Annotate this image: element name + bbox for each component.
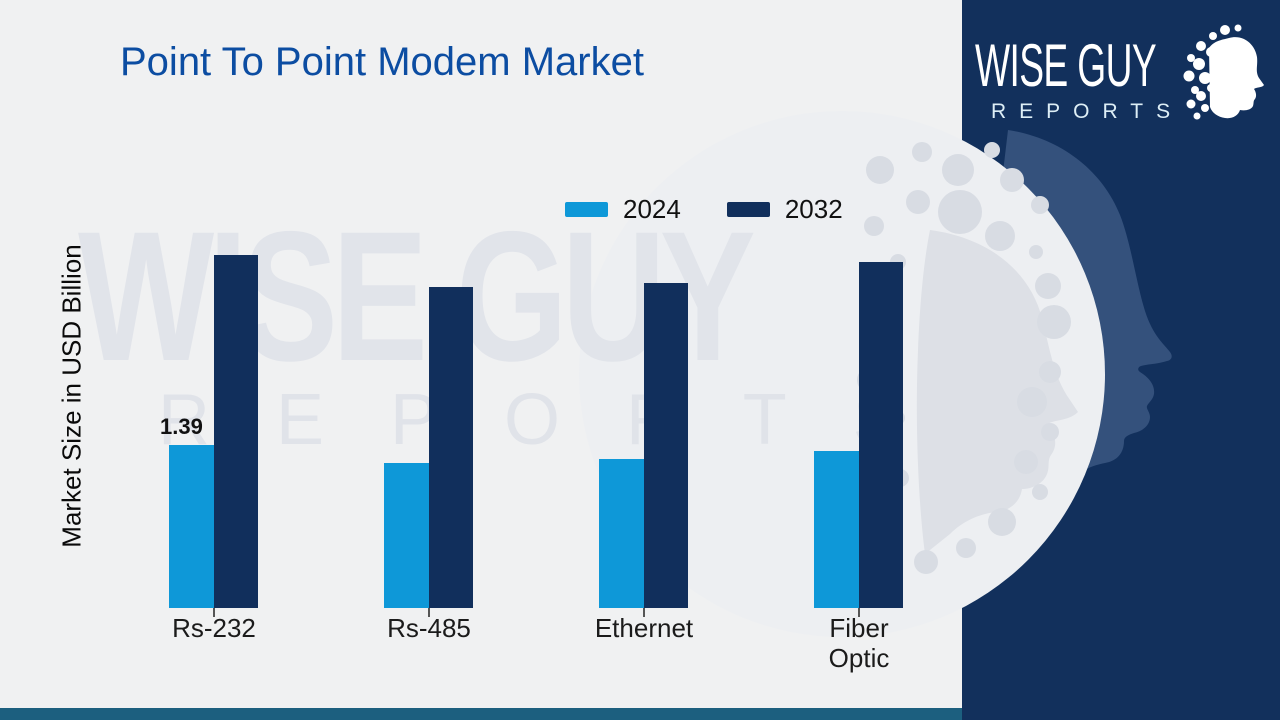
category-label-fiber-optic: Fiber Optic <box>828 613 890 673</box>
x-axis-tick <box>428 608 430 617</box>
bar-2024-ethernet <box>599 459 644 608</box>
bar-2024-fiber-optic <box>814 451 859 608</box>
bottom-accent-strip <box>0 708 962 720</box>
bar-2032-rs-232 <box>214 255 258 608</box>
legend: 2024 2032 <box>565 194 843 225</box>
legend-swatch-2024 <box>565 202 608 217</box>
watermark-text-reports: REPORTS <box>158 380 967 460</box>
logo-face-icon <box>1183 24 1264 120</box>
x-axis-tick <box>213 608 215 617</box>
logo-reports-text: REPORTS <box>991 100 1184 123</box>
x-axis-tick <box>643 608 645 617</box>
bar-2024-rs-485 <box>384 463 429 608</box>
legend-swatch-2032 <box>726 202 770 217</box>
page-title: Point To Point Modem Market <box>120 40 644 84</box>
watermark-text-wiseguy: WISE GUY <box>78 194 756 400</box>
x-axis-tick <box>858 608 860 617</box>
brand-logo: WISE GUY REPORTS <box>975 24 1275 124</box>
legend-item-2032: 2032 <box>726 194 843 225</box>
bar-2032-fiber-optic <box>859 262 903 608</box>
category-label-rs-485: Rs-485 <box>387 613 471 643</box>
legend-label-2032: 2032 <box>784 194 843 224</box>
bar-2024-rs-232 <box>169 445 214 608</box>
bar-2032-rs-485 <box>429 287 473 608</box>
category-label-ethernet: Ethernet <box>594 613 694 643</box>
bar-2032-ethernet <box>644 283 688 608</box>
category-label-rs-232: Rs-232 <box>172 613 256 643</box>
legend-label-2024: 2024 <box>623 194 681 224</box>
logo-wiseguy-text: WISE GUY <box>975 32 1157 99</box>
bar-value-label: 1.39 <box>160 414 203 439</box>
legend-item-2024: 2024 <box>565 194 681 225</box>
